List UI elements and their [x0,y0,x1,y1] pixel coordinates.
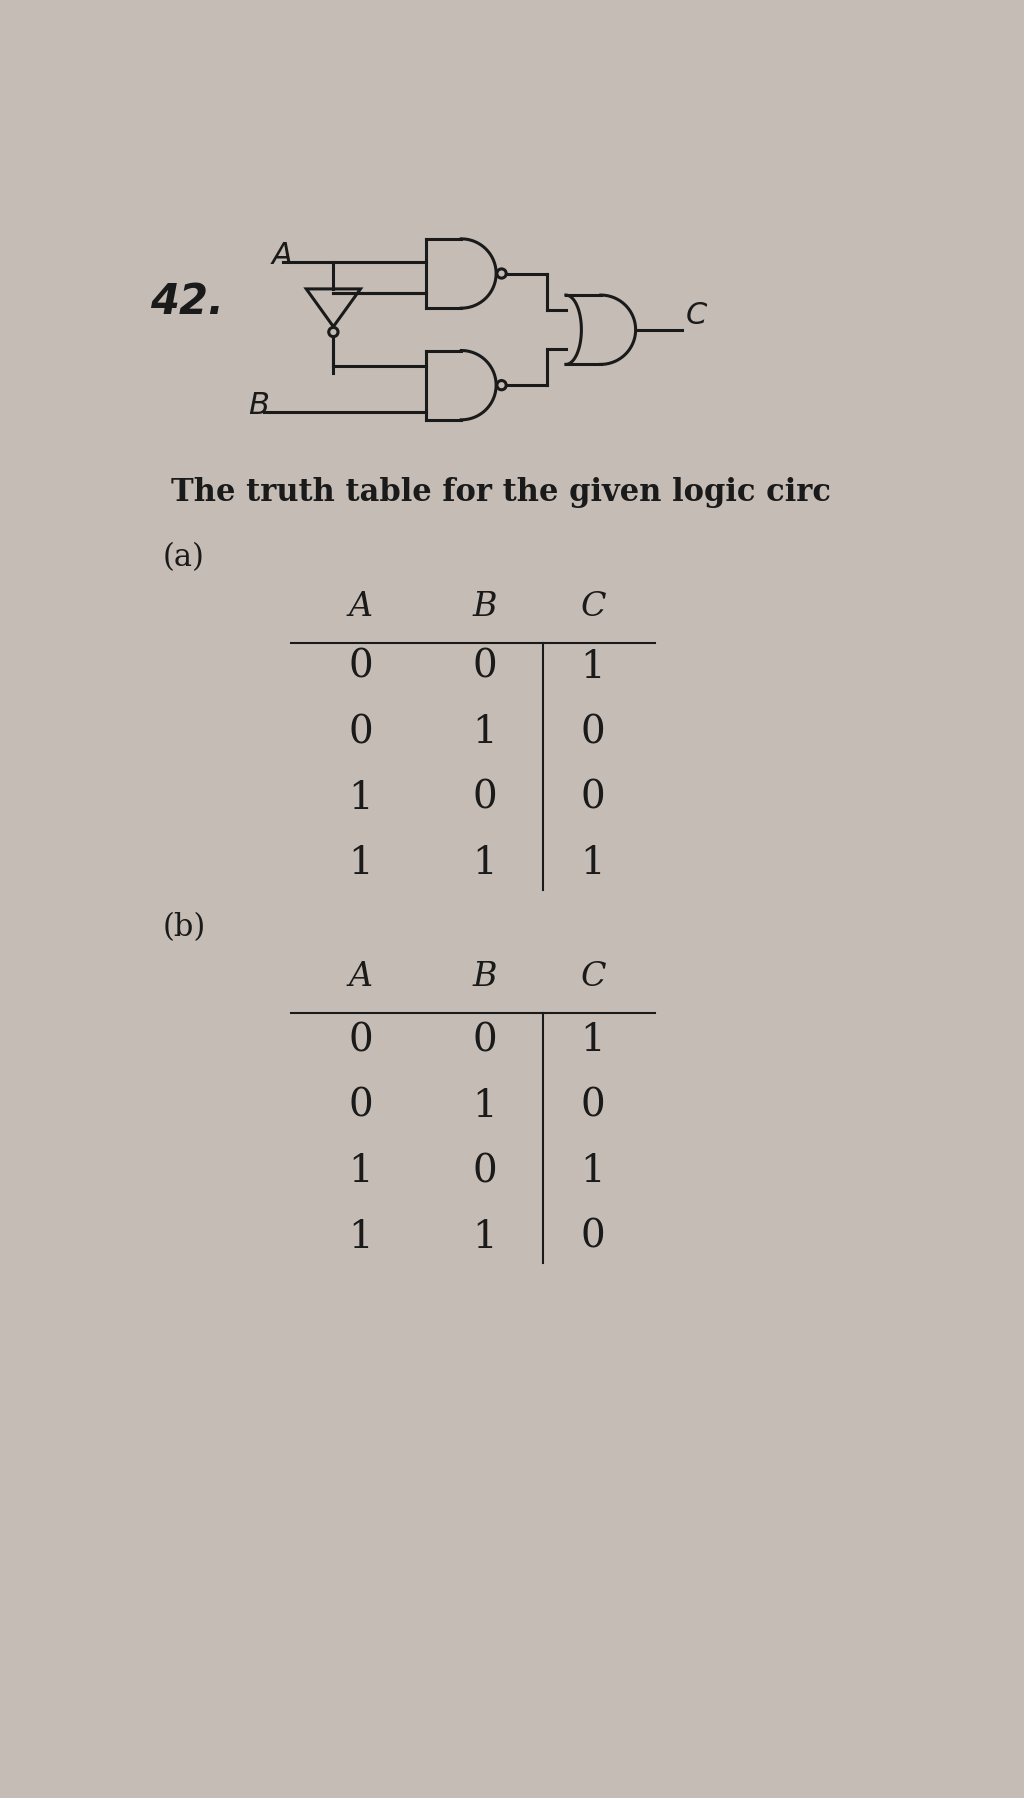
Text: 0: 0 [581,1088,605,1126]
Text: 1: 1 [348,780,373,816]
Text: 0: 0 [348,1023,373,1059]
Text: 0: 0 [472,1023,497,1059]
Text: (a): (a) [163,543,205,574]
Text: 0: 0 [348,649,373,685]
Circle shape [497,381,506,390]
Text: 1: 1 [581,845,605,883]
Text: C: C [581,960,606,992]
Text: A: A [348,592,373,624]
Text: 0: 0 [581,714,605,752]
Circle shape [329,327,338,336]
Text: The truth table for the given logic circ: The truth table for the given logic circ [171,476,830,507]
Text: 0: 0 [581,1219,605,1255]
Text: C: C [686,300,708,329]
Text: 1: 1 [472,1088,497,1126]
Text: 0: 0 [348,1088,373,1126]
Text: B: B [472,592,497,624]
Text: (b): (b) [163,912,206,942]
Text: 1: 1 [581,649,605,685]
Text: 1: 1 [581,1153,605,1190]
Text: 1: 1 [472,845,497,883]
Circle shape [497,270,506,279]
Text: 1: 1 [348,1153,373,1190]
Text: C: C [581,592,606,624]
Text: 1: 1 [348,1219,373,1255]
Text: 0: 0 [472,780,497,816]
Text: 1: 1 [472,1219,497,1255]
Text: B: B [472,960,497,992]
Text: 0: 0 [348,714,373,752]
Text: A: A [348,960,373,992]
Text: 0: 0 [472,1153,497,1190]
Text: 0: 0 [472,649,497,685]
Text: 1: 1 [581,1023,605,1059]
Text: 42.: 42. [150,280,223,324]
Text: A: A [271,241,292,270]
Text: 0: 0 [581,780,605,816]
Text: B: B [248,392,269,421]
Text: 1: 1 [472,714,497,752]
Text: 1: 1 [348,845,373,883]
